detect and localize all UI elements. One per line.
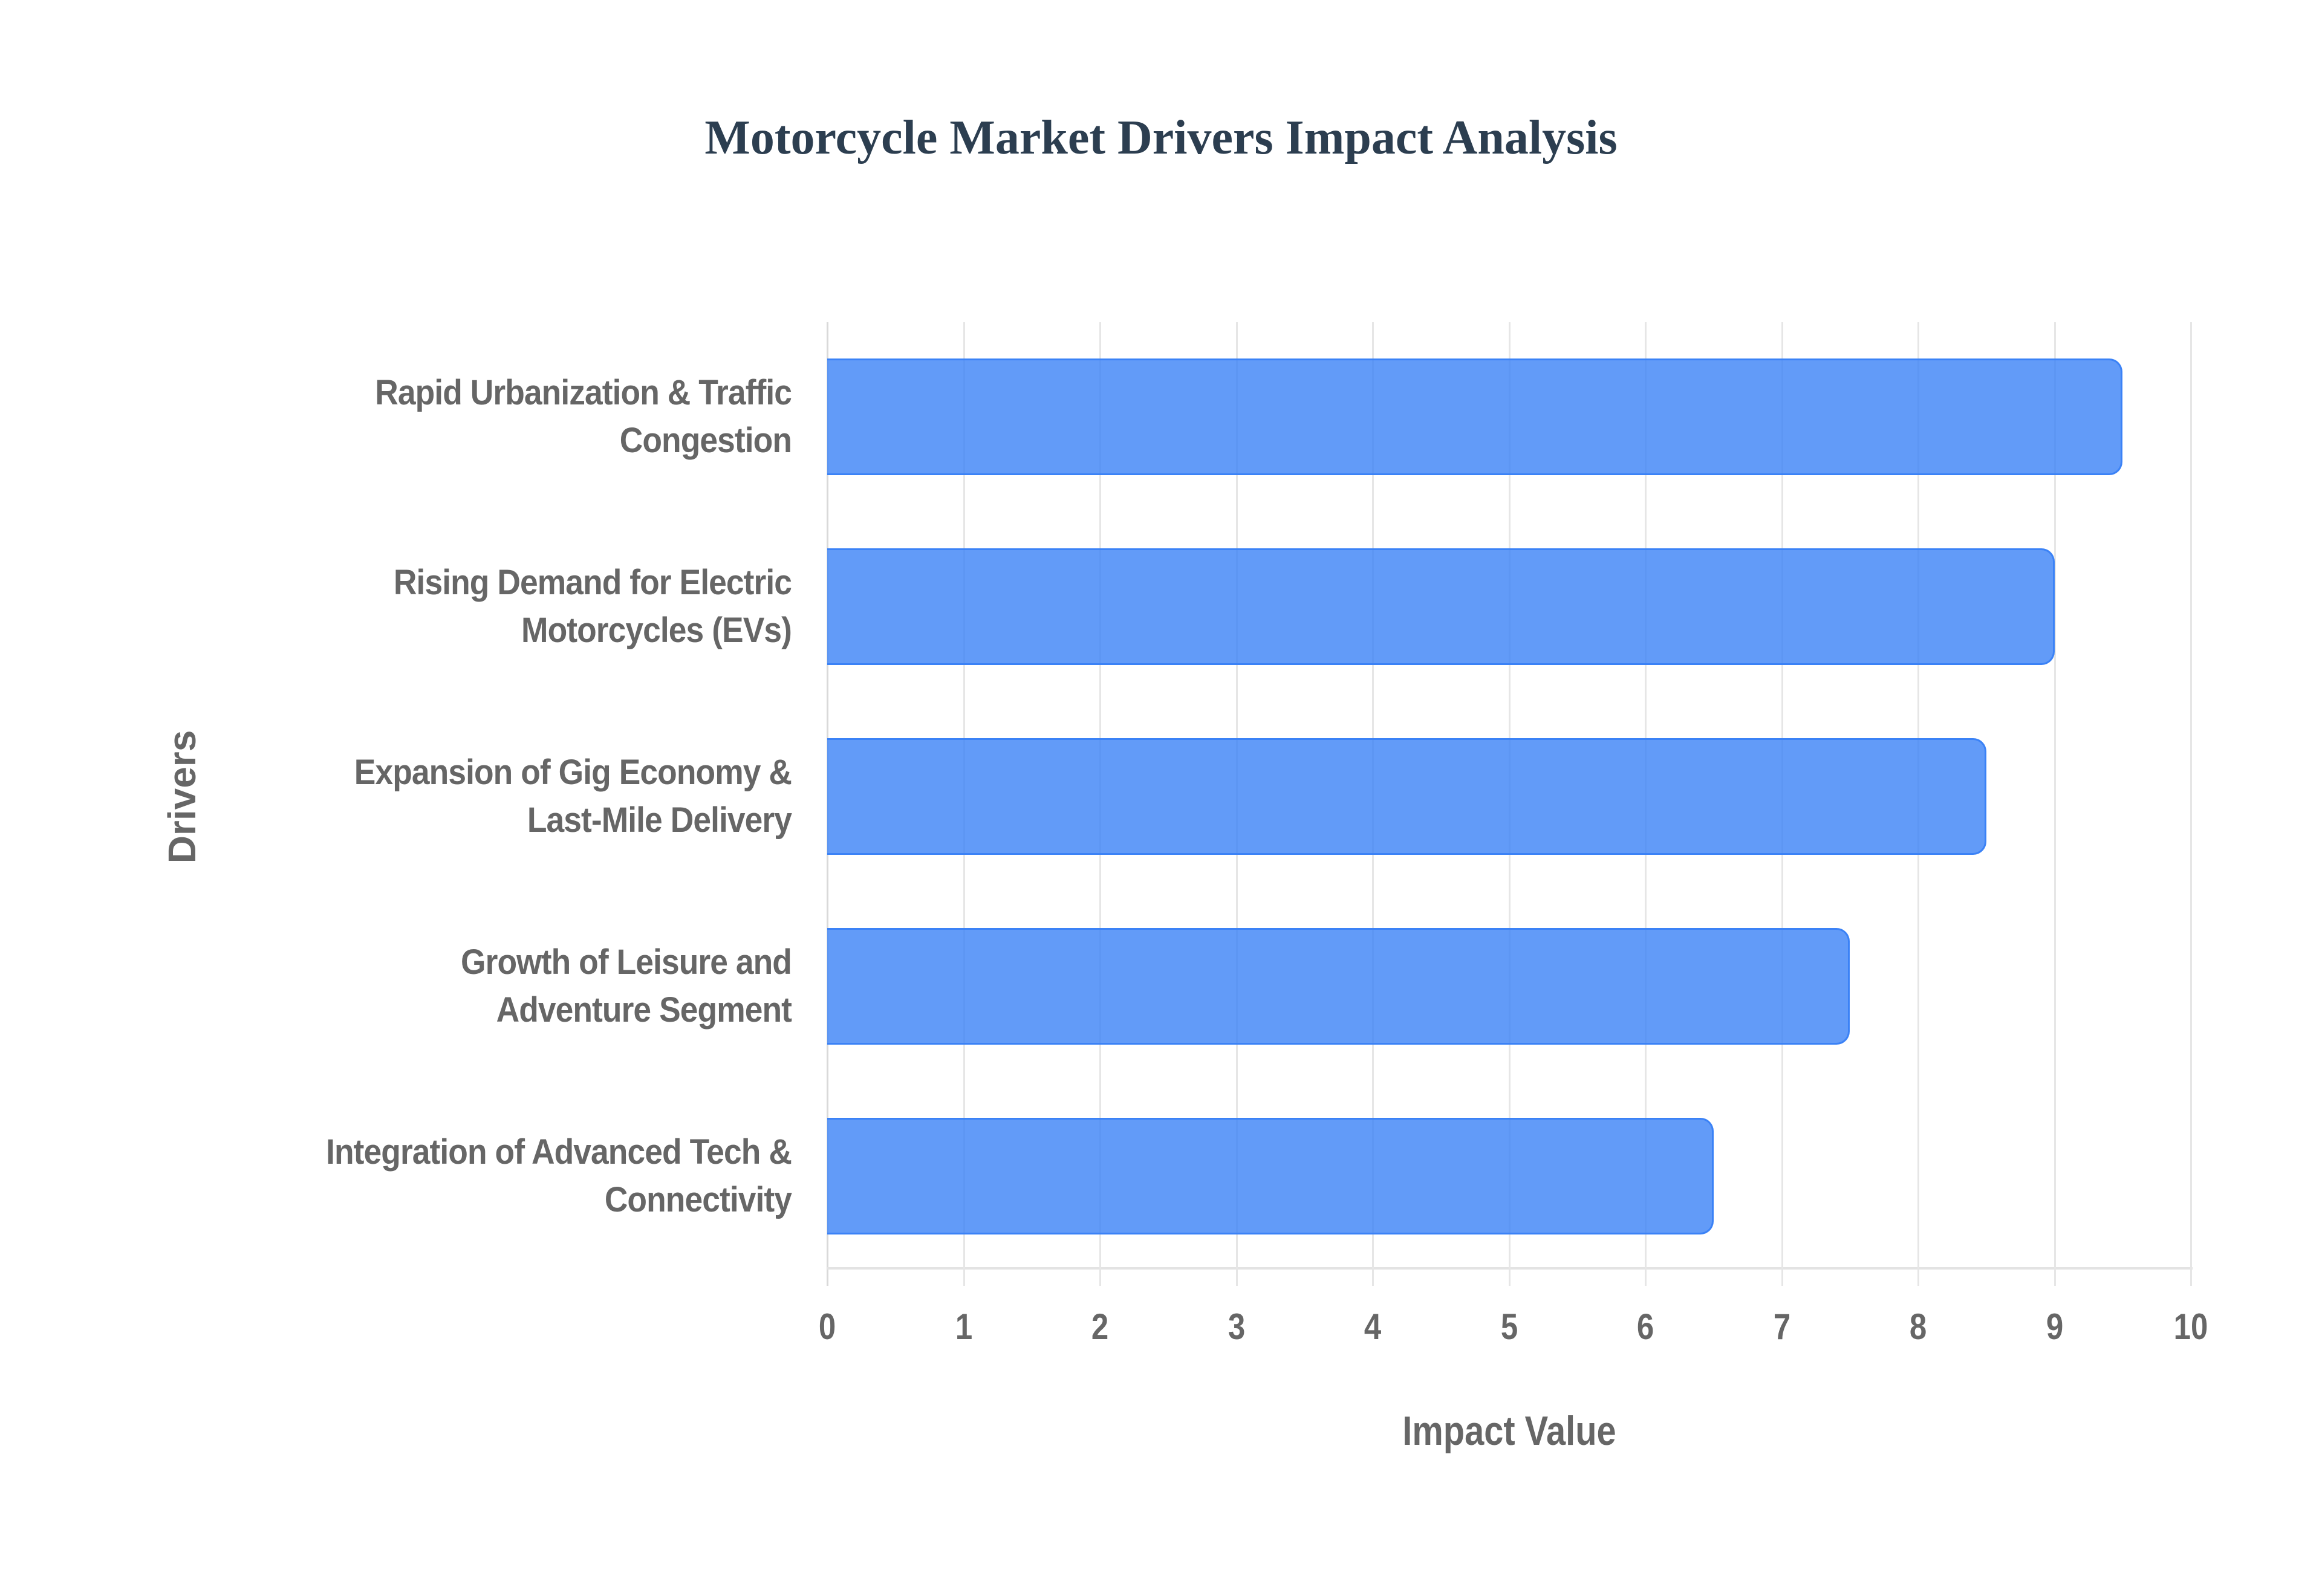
chart-title: Motorcycle Market Drivers Impact Analysi… [704, 111, 1618, 164]
x-axis-title: Impact Value [1402, 1408, 1616, 1454]
bar[interactable] [827, 928, 1850, 1045]
bar[interactable] [827, 738, 1986, 855]
category-label-line1: Expansion of Gig Economy & [354, 753, 792, 792]
x-tick-label: 9 [2046, 1306, 2063, 1347]
x-tick-label: 5 [1500, 1306, 1518, 1347]
gridline [2054, 322, 2056, 1286]
category-label: Rising Demand for Electric Motorcycles (E… [180, 559, 792, 654]
category-label-line2: Last-Mile Delivery [527, 800, 792, 840]
x-tick-label: 6 [1636, 1306, 1654, 1347]
x-tick-label: 2 [1091, 1306, 1109, 1347]
category-label-line2: Adventure Segment [496, 990, 792, 1030]
category-label: Growth of Leisure and Adventure Segment [180, 938, 792, 1034]
category-label-line2: Congestion [619, 421, 792, 460]
plot-area [827, 322, 2193, 1286]
category-label: Expansion of Gig Economy & Last-Mile Deli… [180, 748, 792, 844]
category-label-line1: Integration of Advanced Tech & [326, 1132, 792, 1172]
x-tick-label: 10 [2173, 1306, 2208, 1347]
category-label: Integration of Advanced Tech & Connectivi… [180, 1128, 792, 1224]
bar[interactable] [827, 1118, 1714, 1234]
x-tick-label: 1 [955, 1306, 972, 1347]
bar[interactable] [827, 358, 2123, 475]
x-tick-label: 7 [1773, 1306, 1790, 1347]
category-label-line1: Growth of Leisure and [461, 942, 792, 982]
category-label-line1: Rising Demand for Electric [393, 563, 792, 602]
category-label-line2: Motorcycles (EVs) [521, 611, 792, 650]
x-tick-label: 0 [818, 1306, 836, 1347]
category-label-line2: Connectivity [604, 1180, 792, 1219]
category-label: Rapid Urbanization & Traffic Congestion [180, 369, 792, 464]
x-tick-label: 8 [1909, 1306, 1927, 1347]
category-label-line1: Rapid Urbanization & Traffic [375, 373, 792, 412]
bar[interactable] [827, 548, 2055, 665]
gridline [2190, 322, 2192, 1286]
x-tick-label: 3 [1228, 1306, 1245, 1347]
x-tick-label: 4 [1364, 1306, 1382, 1347]
